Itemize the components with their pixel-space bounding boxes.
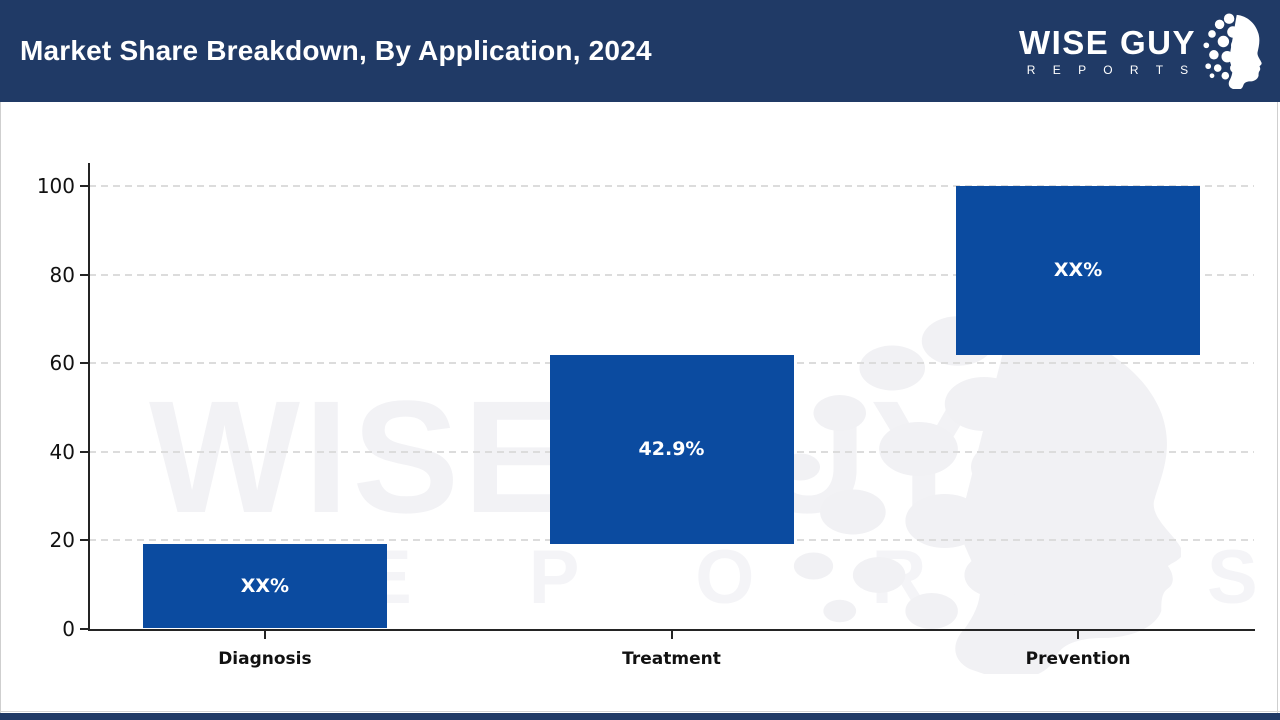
y-tick-100 (80, 185, 88, 187)
chart-canvas: WISE GUY R E P O R T S 020406080100XX%Di… (0, 102, 1278, 713)
logo-wordmark: WISE GUY (1018, 24, 1196, 61)
x-tick-diagnosis (263, 631, 266, 639)
x-tick-treatment (670, 631, 673, 639)
y-tick-label-80: 80 (49, 262, 75, 287)
x-tick-prevention (1077, 631, 1080, 639)
logo-subtext: R E P O R T S (1026, 63, 1196, 77)
bar-value-label: 42.9% (638, 438, 705, 461)
y-tick-label-60: 60 (49, 351, 75, 375)
logo: WISE GUY R E P O R T S (1019, 13, 1262, 89)
y-tick-label-100: 100 (36, 174, 75, 198)
x-category-label-prevention: Prevention (1025, 648, 1131, 669)
y-tick-20 (80, 539, 88, 541)
logo-text: WISE GUY R E P O R T S (1019, 26, 1196, 76)
x-category-label-treatment: Treatment (622, 648, 721, 669)
bar-treatment: 42.9% (549, 354, 794, 545)
bar-prevention: XX% (956, 186, 1201, 355)
bar-diagnosis: XX% (142, 544, 387, 629)
y-axis-line (88, 163, 90, 631)
y-tick-label-40: 40 (49, 439, 75, 464)
y-tick-40 (80, 450, 88, 453)
y-tick-60 (80, 362, 88, 364)
y-tick-label-20: 20 (49, 528, 75, 552)
bottom-hairline (0, 711, 1280, 712)
gridline-100 (89, 185, 1254, 187)
y-tick-label-0: 0 (62, 616, 75, 641)
header-bar: Market Share Breakdown, By Application, … (0, 0, 1280, 102)
logo-face-icon (1203, 13, 1262, 89)
x-axis-line (88, 628, 1255, 631)
bar-value-label: XX% (240, 575, 290, 598)
page-title: Market Share Breakdown, By Application, … (20, 35, 652, 66)
watermark-face-icon (780, 316, 1181, 674)
y-tick-0 (80, 627, 88, 630)
gridline-80 (89, 273, 1254, 276)
x-category-label-diagnosis: Diagnosis (218, 648, 312, 669)
bar-value-label: XX% (1053, 259, 1103, 282)
footer-bar (0, 713, 1280, 720)
y-tick-80 (80, 273, 88, 276)
